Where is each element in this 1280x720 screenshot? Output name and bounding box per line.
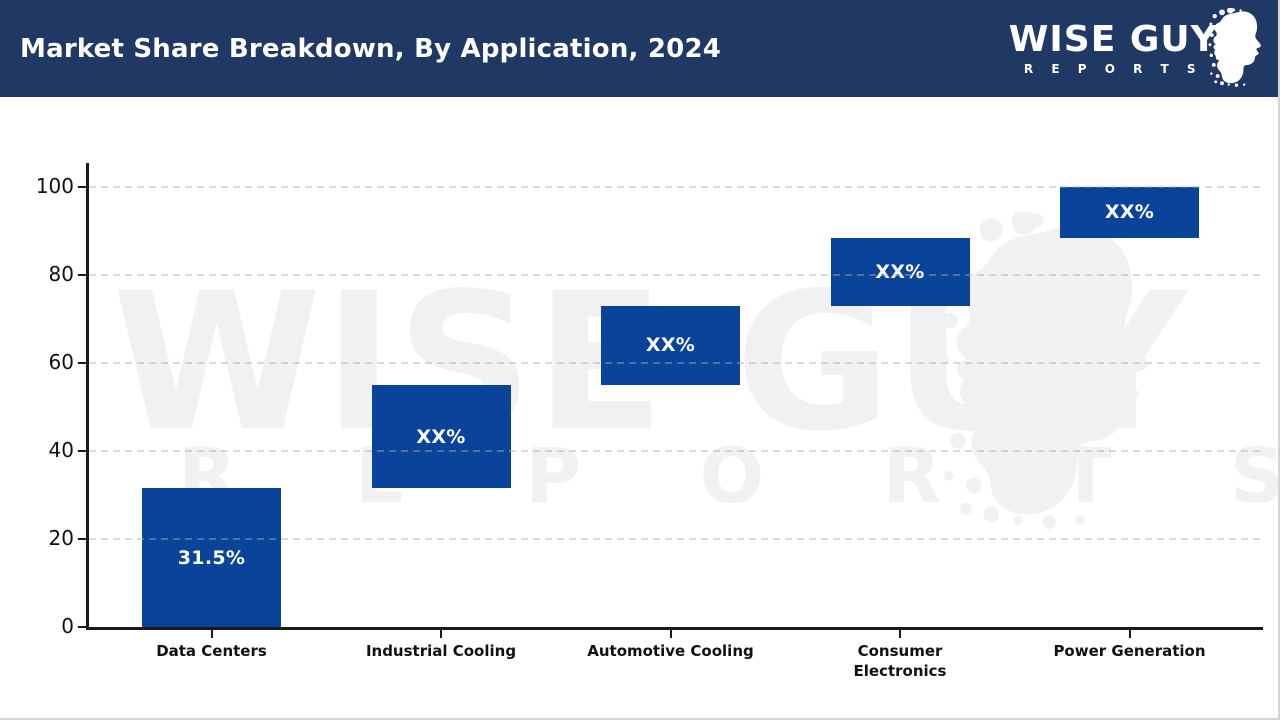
bar-value-label: XX% bbox=[1104, 201, 1155, 224]
x-tick-label-4: Power Generation bbox=[1053, 642, 1206, 660]
x-tick-mark-1 bbox=[440, 630, 442, 638]
y-tick-mark-20 bbox=[78, 538, 87, 540]
chart-title: Market Share Breakdown, By Application, … bbox=[20, 33, 722, 64]
x-tick-label-0: Data Centers bbox=[156, 642, 267, 660]
gridline-40 bbox=[89, 450, 1263, 452]
x-tick-mark-3 bbox=[899, 630, 901, 638]
bar-data-centers: 31.5% bbox=[142, 488, 281, 627]
x-tick-mark-4 bbox=[1128, 630, 1131, 638]
gridline-80 bbox=[89, 274, 1263, 276]
x-tick-mark-0 bbox=[210, 630, 213, 638]
bar-consumer-electronics: XX% bbox=[830, 237, 970, 306]
x-tick-mark-2 bbox=[669, 630, 672, 638]
wise-guy-reports-logo: WISE GUY R E P O R T S bbox=[1009, 6, 1268, 92]
y-tick-mark-100 bbox=[78, 186, 87, 188]
x-tick-label-2: Automotive Cooling bbox=[587, 642, 754, 660]
bar-value-label: XX% bbox=[875, 260, 925, 283]
y-tick-label-0: 0 bbox=[61, 614, 74, 638]
x-tick-label-3: Consumer Electronics bbox=[853, 642, 947, 681]
logo-brand-text: WISE GUY bbox=[1008, 19, 1218, 60]
logo-head-icon bbox=[1208, 8, 1261, 87]
logo-sub-text: R E P O R T S bbox=[1023, 62, 1203, 76]
bar-value-label: XX% bbox=[645, 334, 696, 357]
gridline-100 bbox=[89, 186, 1263, 188]
logo-text: WISE GUY R E P O R T S bbox=[1008, 19, 1218, 77]
watermark-head-icon bbox=[936, 212, 1148, 529]
y-tick-mark-80 bbox=[78, 274, 87, 276]
y-tick-mark-0 bbox=[78, 626, 87, 628]
x-tick-label-1: Industrial Cooling bbox=[365, 642, 517, 660]
y-axis-line bbox=[86, 163, 89, 629]
x-axis-line bbox=[86, 627, 1263, 630]
y-tick-label-40: 40 bbox=[48, 438, 74, 462]
gridline-20 bbox=[89, 538, 1263, 540]
y-tick-label-80: 80 bbox=[48, 262, 74, 286]
y-tick-label-60: 60 bbox=[48, 350, 74, 374]
bar-value-label: 31.5% bbox=[177, 546, 246, 569]
y-tick-mark-40 bbox=[78, 450, 87, 452]
y-tick-mark-60 bbox=[78, 362, 87, 364]
header-bar: Market Share Breakdown, By Application, … bbox=[0, 0, 1278, 97]
bar-automotive-cooling: XX% bbox=[601, 305, 740, 385]
bar-power-generation: XX% bbox=[1060, 187, 1199, 238]
watermark-sub-text: R E P O R T S bbox=[178, 431, 1280, 520]
bar-value-label: XX% bbox=[416, 425, 466, 448]
gridline-60 bbox=[89, 362, 1263, 364]
y-tick-label-100: 100 bbox=[35, 174, 74, 198]
y-tick-label-20: 20 bbox=[48, 526, 74, 550]
bar-industrial-cooling: XX% bbox=[371, 385, 511, 489]
